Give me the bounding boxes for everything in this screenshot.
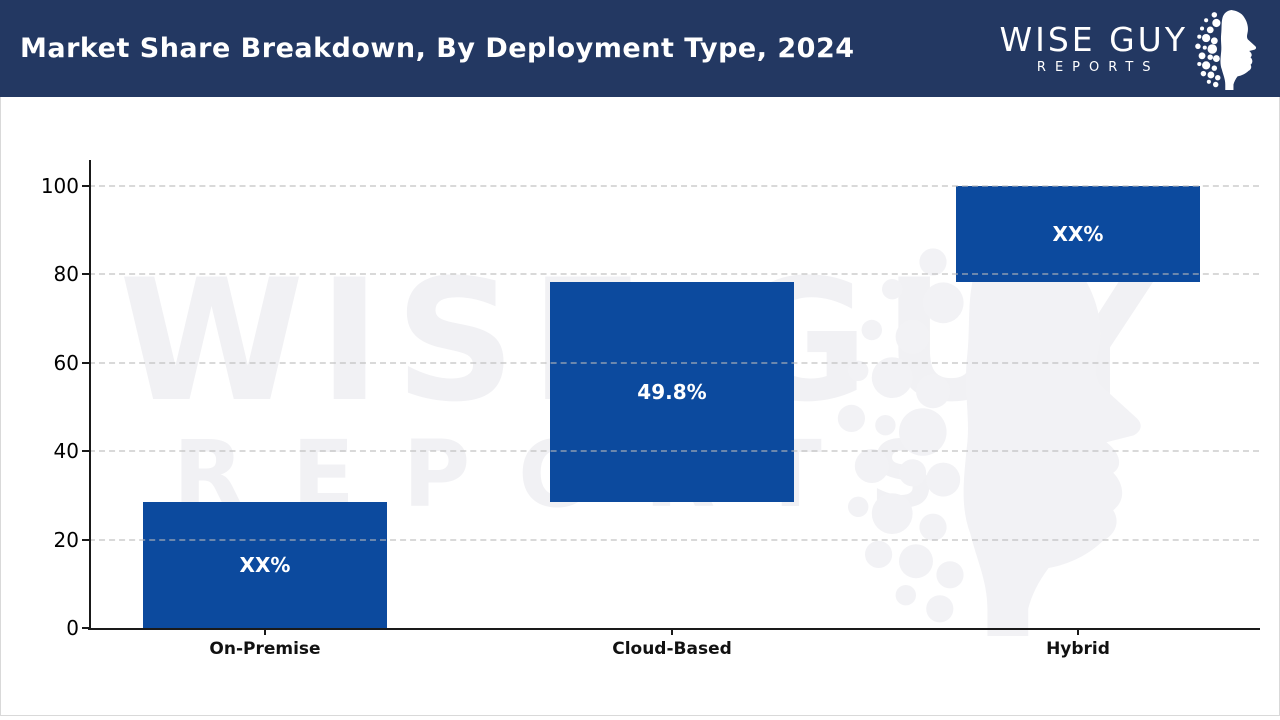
gridline-80 xyxy=(89,273,1259,276)
bar-value-label: XX% xyxy=(1052,222,1104,247)
y-tick-40 xyxy=(82,450,89,453)
x-category-label-1: Cloud-Based xyxy=(612,639,732,659)
chart-area: WISE GUY REPORTS 020406080100XX%On-Premi… xyxy=(0,97,1280,716)
y-tick-label-40: 40 xyxy=(53,439,79,464)
bar-value-label: 49.8% xyxy=(637,380,707,405)
y-tick-label-60: 60 xyxy=(53,350,79,375)
x-tick-1 xyxy=(671,628,673,635)
y-tick-0 xyxy=(82,627,89,629)
logo-subtitle: REPORTS xyxy=(1036,59,1160,75)
y-tick-label-100: 100 xyxy=(40,174,79,198)
bar-value-label: XX% xyxy=(239,553,291,578)
y-tick-60 xyxy=(82,361,89,364)
y-tick-80 xyxy=(82,273,89,276)
header-bar: Market Share Breakdown, By Deployment Ty… xyxy=(0,0,1280,97)
x-tick-2 xyxy=(1077,628,1079,635)
bar-on-premise: XX% xyxy=(143,502,387,628)
y-tick-100 xyxy=(82,185,89,187)
logo-wordmark: WISE GUY xyxy=(999,20,1188,60)
x-category-label-0: On-Premise xyxy=(209,639,321,659)
x-axis-line xyxy=(88,628,1260,630)
y-axis-line xyxy=(89,160,91,630)
chart-title: Market Share Breakdown, By Deployment Ty… xyxy=(20,33,855,64)
y-tick-label-0: 0 xyxy=(66,616,79,640)
logo-text: WISE GUY REPORTS xyxy=(999,23,1188,75)
gridline-100 xyxy=(89,185,1259,187)
x-tick-0 xyxy=(264,628,266,635)
gridline-20 xyxy=(89,538,1259,541)
wise-guy-reports-logo: WISE GUY REPORTS xyxy=(999,8,1264,90)
y-tick-label-80: 80 xyxy=(53,262,79,287)
face-profile-dots-icon xyxy=(1195,10,1257,90)
gridline-60 xyxy=(89,361,1259,364)
x-category-label-2: Hybrid xyxy=(1046,639,1110,659)
gridline-40 xyxy=(89,450,1259,453)
y-tick-label-20: 20 xyxy=(53,527,79,552)
bar-cloud-based: 49.8% xyxy=(550,282,794,503)
y-tick-20 xyxy=(82,538,89,541)
bar-hybrid: XX% xyxy=(956,186,1200,283)
